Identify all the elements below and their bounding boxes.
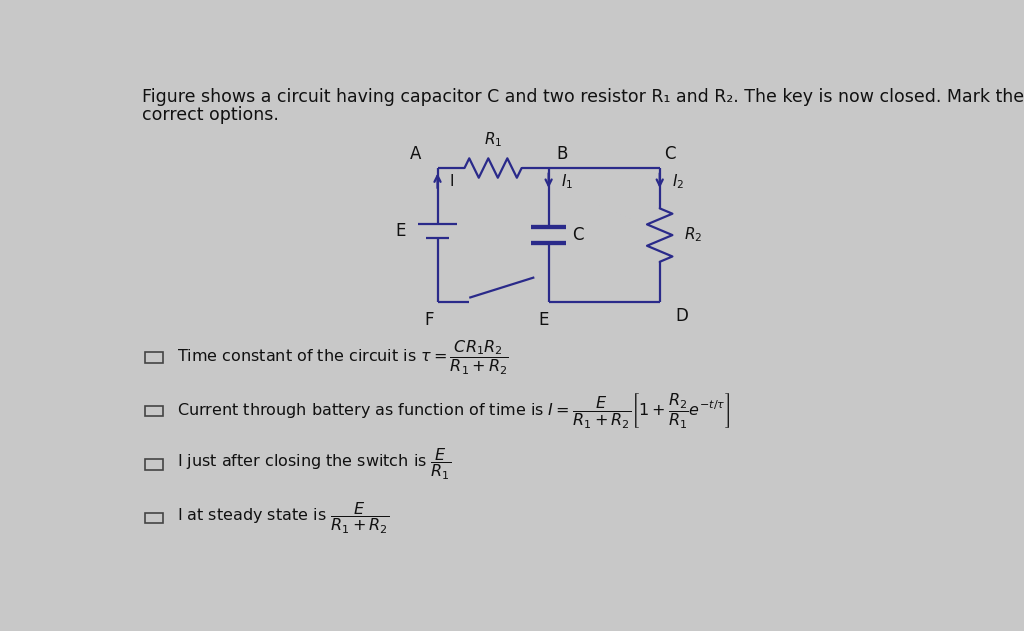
- Text: B: B: [557, 145, 568, 163]
- Text: $R_1$: $R_1$: [484, 130, 502, 149]
- Text: C: C: [572, 226, 584, 244]
- Text: E: E: [395, 222, 406, 240]
- Text: Time constant of the circuit is $\tau = \dfrac{CR_1R_2}{R_1+R_2}$: Time constant of the circuit is $\tau = …: [177, 338, 509, 377]
- Text: $I_1$: $I_1$: [560, 172, 572, 191]
- Text: Figure shows a circuit having capacitor C and two resistor R₁ and R₂. The key is: Figure shows a circuit having capacitor …: [142, 88, 1024, 106]
- Bar: [145, 512, 163, 523]
- Text: C: C: [665, 145, 676, 163]
- Text: I: I: [450, 174, 454, 189]
- Text: I at steady state is $\dfrac{E}{R_1+R_2}$: I at steady state is $\dfrac{E}{R_1+R_2}…: [177, 500, 390, 536]
- Text: A: A: [411, 145, 422, 163]
- Bar: [145, 406, 163, 416]
- Text: $R_2$: $R_2$: [684, 226, 701, 244]
- Text: Current through battery as function of time is $I = \dfrac{E}{R_1+R_2}\left[1+\d: Current through battery as function of t…: [177, 391, 730, 430]
- Text: F: F: [425, 311, 434, 329]
- Text: D: D: [676, 307, 688, 324]
- Text: correct options.: correct options.: [142, 106, 280, 124]
- Bar: [145, 352, 163, 363]
- Bar: [145, 459, 163, 469]
- Text: E: E: [539, 311, 549, 329]
- Text: I just after closing the switch is $\dfrac{E}{R_1}$: I just after closing the switch is $\dfr…: [177, 447, 452, 482]
- Text: $I_2$: $I_2$: [672, 172, 684, 191]
